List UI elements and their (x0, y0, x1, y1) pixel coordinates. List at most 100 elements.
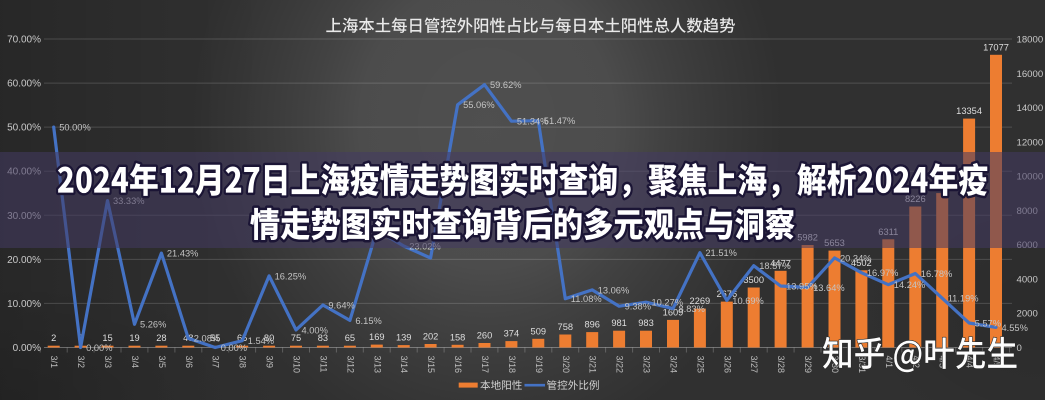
svg-text:4/1: 4/1 (884, 356, 894, 369)
svg-text:60.00%: 60.00% (7, 79, 41, 90)
svg-text:15: 15 (102, 333, 112, 343)
svg-text:0.00%: 0.00% (13, 343, 41, 354)
svg-text:758: 758 (558, 322, 574, 332)
svg-text:983: 983 (638, 318, 654, 328)
svg-text:3/4: 3/4 (130, 356, 140, 369)
svg-text:3/28: 3/28 (776, 356, 786, 374)
svg-text:158: 158 (450, 332, 466, 342)
svg-text:3/14: 3/14 (399, 356, 409, 374)
svg-text:139: 139 (396, 333, 412, 343)
svg-text:3/24: 3/24 (669, 356, 679, 374)
svg-text:3/6: 3/6 (184, 356, 194, 369)
svg-text:55.06%: 55.06% (463, 100, 495, 110)
svg-text:3500: 3500 (743, 275, 764, 285)
svg-text:10.69%: 10.69% (732, 296, 764, 306)
svg-text:3/15: 3/15 (426, 356, 436, 374)
svg-text:2676: 2676 (716, 289, 737, 299)
svg-text:3/8: 3/8 (238, 356, 248, 369)
svg-text:20.34%: 20.34% (840, 253, 872, 263)
svg-text:51.34%: 51.34% (517, 117, 549, 127)
svg-text:20.00%: 20.00% (7, 255, 41, 266)
svg-text:3/31: 3/31 (857, 356, 867, 374)
svg-text:3/13: 3/13 (372, 356, 382, 374)
svg-text:70.00%: 70.00% (7, 35, 41, 46)
svg-text:14000: 14000 (1017, 103, 1044, 114)
svg-text:4/5: 4/5 (992, 356, 1002, 369)
svg-text:0.00%: 0.00% (221, 343, 247, 353)
svg-text:2269: 2269 (690, 296, 711, 306)
svg-text:3/20: 3/20 (561, 356, 571, 374)
svg-text:4477: 4477 (770, 258, 791, 268)
svg-text:5.57%: 5.57% (975, 318, 1001, 328)
svg-text:3/23: 3/23 (642, 356, 652, 374)
svg-text:3/18: 3/18 (507, 356, 517, 374)
svg-text:3/7: 3/7 (211, 356, 221, 369)
svg-text:981: 981 (611, 318, 627, 328)
svg-text:11.08%: 11.08% (571, 294, 602, 304)
svg-text:0: 0 (1017, 343, 1022, 354)
svg-text:16.25%: 16.25% (275, 271, 307, 281)
svg-text:55: 55 (210, 333, 220, 343)
svg-text:3/22: 3/22 (615, 356, 625, 374)
svg-text:3/11: 3/11 (318, 356, 328, 373)
svg-text:3/21: 3/21 (588, 356, 598, 374)
svg-text:3/10: 3/10 (292, 356, 302, 374)
svg-text:10.00%: 10.00% (7, 299, 41, 310)
svg-text:3/26: 3/26 (722, 356, 732, 374)
svg-text:3/17: 3/17 (480, 356, 490, 374)
svg-text:3/27: 3/27 (749, 356, 759, 374)
svg-text:50.00%: 50.00% (59, 123, 91, 133)
svg-text:8.83%: 8.83% (679, 304, 705, 314)
svg-text:16000: 16000 (1017, 69, 1044, 80)
svg-text:12000: 12000 (1017, 137, 1044, 148)
svg-text:2000: 2000 (1017, 309, 1038, 320)
svg-text:374: 374 (504, 329, 520, 339)
svg-text:17077: 17077 (983, 42, 1009, 52)
svg-text:75: 75 (291, 333, 301, 343)
svg-text:18.57%: 18.57% (759, 261, 791, 271)
svg-text:13.06%: 13.06% (598, 285, 630, 295)
svg-text:1.54%: 1.54% (248, 336, 274, 346)
svg-text:3/12: 3/12 (345, 356, 355, 374)
svg-text:1609: 1609 (663, 307, 684, 317)
svg-text:0.00%: 0.00% (86, 343, 112, 353)
svg-text:19: 19 (129, 333, 139, 343)
svg-text:83: 83 (318, 333, 328, 343)
svg-text:13354: 13354 (956, 106, 982, 116)
svg-text:260: 260 (477, 331, 493, 341)
svg-text:21.51%: 21.51% (705, 248, 737, 258)
svg-text:9.38%: 9.38% (625, 302, 651, 312)
svg-text:3/2: 3/2 (76, 356, 86, 369)
svg-text:202: 202 (423, 332, 439, 342)
svg-text:3/29: 3/29 (803, 356, 813, 374)
svg-text:51.47%: 51.47% (544, 116, 576, 126)
svg-text:3/9: 3/9 (265, 356, 275, 369)
svg-text:5.26%: 5.26% (140, 320, 166, 330)
svg-text:4502: 4502 (851, 258, 872, 268)
svg-text:28: 28 (156, 333, 166, 343)
svg-text:13.64%: 13.64% (813, 283, 845, 293)
svg-text:11.19%: 11.19% (948, 294, 979, 304)
svg-text:13.95%: 13.95% (786, 281, 818, 291)
svg-text:3/16: 3/16 (453, 356, 463, 374)
svg-text:59.62%: 59.62% (490, 80, 522, 90)
svg-text:3/25: 3/25 (695, 356, 705, 374)
svg-text:10.27%: 10.27% (652, 298, 684, 308)
svg-text:14.24%: 14.24% (894, 280, 926, 290)
svg-text:16.97%: 16.97% (867, 268, 899, 278)
svg-text:18000: 18000 (1017, 35, 1044, 46)
svg-text:4/4: 4/4 (965, 356, 975, 369)
svg-text:6.15%: 6.15% (355, 316, 381, 326)
svg-text:896: 896 (584, 320, 600, 330)
svg-text:3/5: 3/5 (157, 356, 167, 369)
svg-text:3/3: 3/3 (103, 356, 113, 369)
svg-text:16.78%: 16.78% (921, 269, 953, 279)
svg-text:4.00%: 4.00% (302, 325, 328, 335)
svg-text:3/1: 3/1 (49, 356, 59, 369)
svg-text:2: 2 (51, 333, 56, 343)
svg-text:21.43%: 21.43% (167, 249, 199, 259)
svg-text:50.00%: 50.00% (7, 123, 41, 134)
svg-text:2.08%: 2.08% (194, 334, 220, 344)
svg-text:4000: 4000 (1017, 274, 1038, 285)
svg-text:3/19: 3/19 (534, 356, 544, 374)
